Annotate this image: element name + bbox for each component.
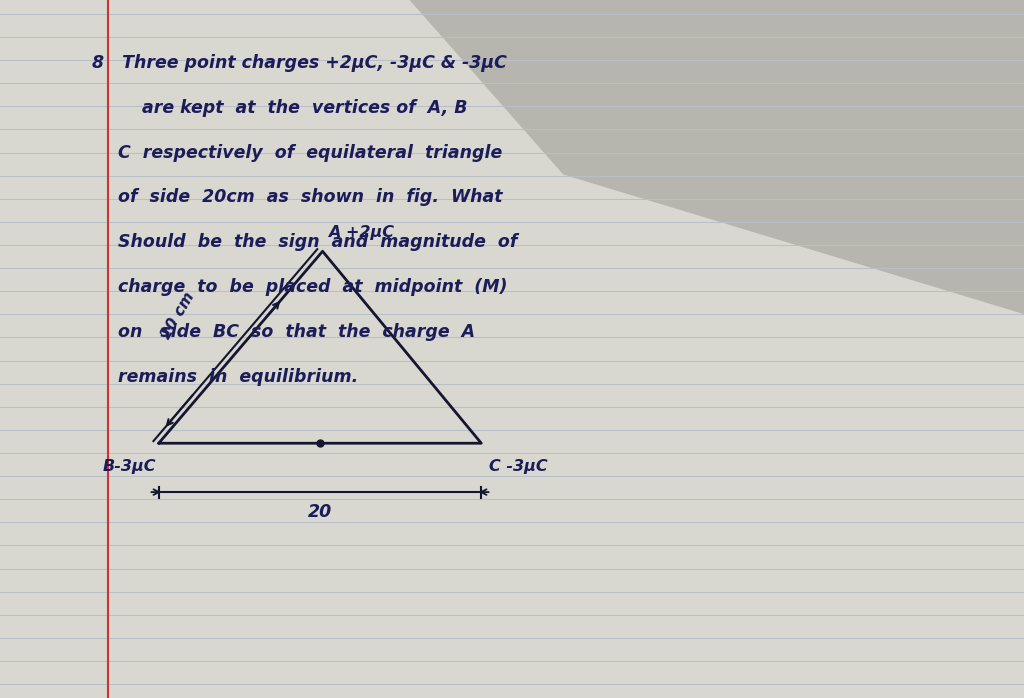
Text: 20 cm: 20 cm [159,290,198,342]
Text: remains  in  equilibrium.: remains in equilibrium. [118,368,358,386]
Text: Should  be  the  sign  and  magnitude  of: Should be the sign and magnitude of [118,233,517,251]
Text: of  side  20cm  as  shown  in  fig.  What: of side 20cm as shown in fig. What [118,188,502,207]
Text: A +2μC: A +2μC [328,225,393,240]
Text: charge  to  be  placed  at  midpoint  (M): charge to be placed at midpoint (M) [118,279,507,296]
Polygon shape [410,0,1024,314]
Text: 20: 20 [308,503,332,521]
Text: are kept  at  the  vertices of  A, B: are kept at the vertices of A, B [118,98,467,117]
Text: on   side  BC  so  that  the  charge  A: on side BC so that the charge A [118,323,475,341]
Text: C  respectively  of  equilateral  triangle: C respectively of equilateral triangle [118,144,502,161]
Text: 8   Three point charges +2μC, -3μC & -3μC: 8 Three point charges +2μC, -3μC & -3μC [92,54,507,72]
Text: C -3μC: C -3μC [489,459,548,474]
Text: B-3μC: B-3μC [102,459,156,474]
